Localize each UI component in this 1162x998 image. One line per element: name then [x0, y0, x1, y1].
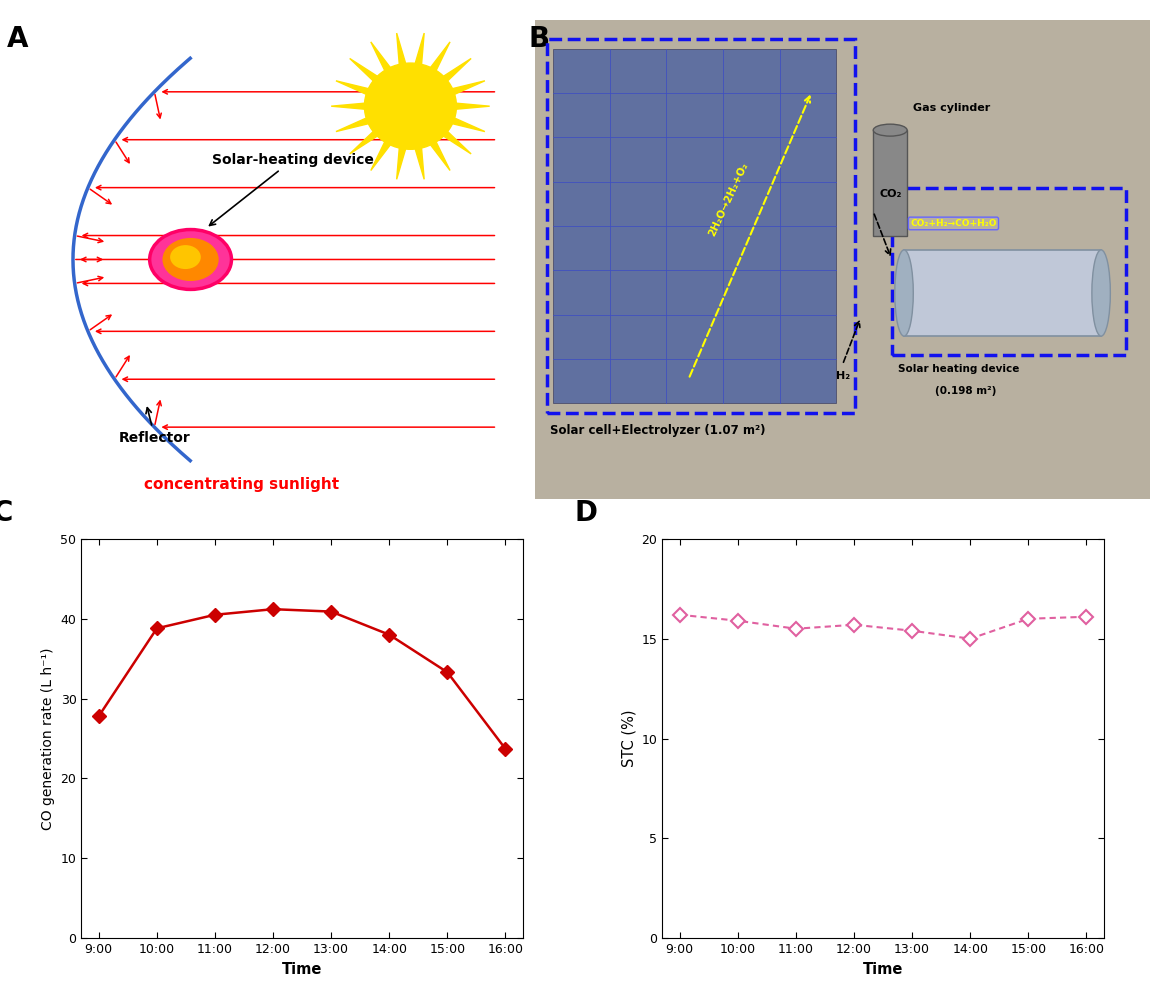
Text: C: C: [0, 499, 14, 527]
Polygon shape: [415, 148, 424, 180]
Bar: [891, 188, 1126, 355]
Polygon shape: [371, 142, 390, 171]
Polygon shape: [444, 59, 471, 81]
Text: D: D: [574, 499, 597, 527]
Ellipse shape: [150, 230, 231, 289]
Ellipse shape: [895, 250, 913, 336]
Text: Solar cell+Electrolyzer (1.07 m²): Solar cell+Electrolyzer (1.07 m²): [550, 424, 766, 437]
Text: CO₂+H₂→CO+H₂O: CO₂+H₂→CO+H₂O: [910, 219, 997, 228]
Text: H₂: H₂: [837, 371, 851, 381]
Polygon shape: [431, 42, 450, 71]
Text: Reflector: Reflector: [119, 408, 191, 444]
Text: Solar heating device: Solar heating device: [898, 364, 1019, 374]
Polygon shape: [457, 103, 489, 109]
Polygon shape: [336, 81, 368, 94]
Text: concentrating sunlight: concentrating sunlight: [144, 477, 339, 492]
Polygon shape: [396, 33, 406, 64]
Text: A: A: [7, 25, 28, 53]
Bar: [874, 130, 908, 236]
Y-axis label: STC (%): STC (%): [621, 710, 636, 767]
X-axis label: Time: Time: [863, 961, 903, 976]
Text: Gas cylinder: Gas cylinder: [913, 103, 990, 113]
Bar: [904, 250, 1102, 336]
Text: B: B: [529, 25, 550, 53]
Polygon shape: [452, 81, 485, 94]
Ellipse shape: [163, 238, 218, 281]
Polygon shape: [350, 132, 378, 154]
Circle shape: [365, 63, 457, 150]
Text: Solar-heating device: Solar-heating device: [209, 153, 374, 226]
Polygon shape: [452, 118, 485, 132]
Ellipse shape: [170, 246, 201, 269]
Polygon shape: [371, 42, 390, 71]
Text: (0.198 m²): (0.198 m²): [934, 385, 996, 395]
X-axis label: Time: Time: [282, 961, 322, 976]
Bar: [547, 39, 855, 413]
Bar: [553, 49, 837, 403]
Y-axis label: CO generation rate (L h⁻¹): CO generation rate (L h⁻¹): [41, 648, 55, 829]
Polygon shape: [396, 148, 406, 180]
Text: CO₂: CO₂: [880, 190, 902, 200]
Polygon shape: [431, 142, 450, 171]
Ellipse shape: [874, 124, 908, 136]
Polygon shape: [350, 59, 378, 81]
Polygon shape: [331, 103, 365, 109]
Text: 2H₂O→2H₂+O₂: 2H₂O→2H₂+O₂: [706, 161, 749, 238]
Polygon shape: [444, 132, 471, 154]
Polygon shape: [336, 118, 368, 132]
Polygon shape: [415, 33, 424, 64]
Ellipse shape: [1092, 250, 1111, 336]
